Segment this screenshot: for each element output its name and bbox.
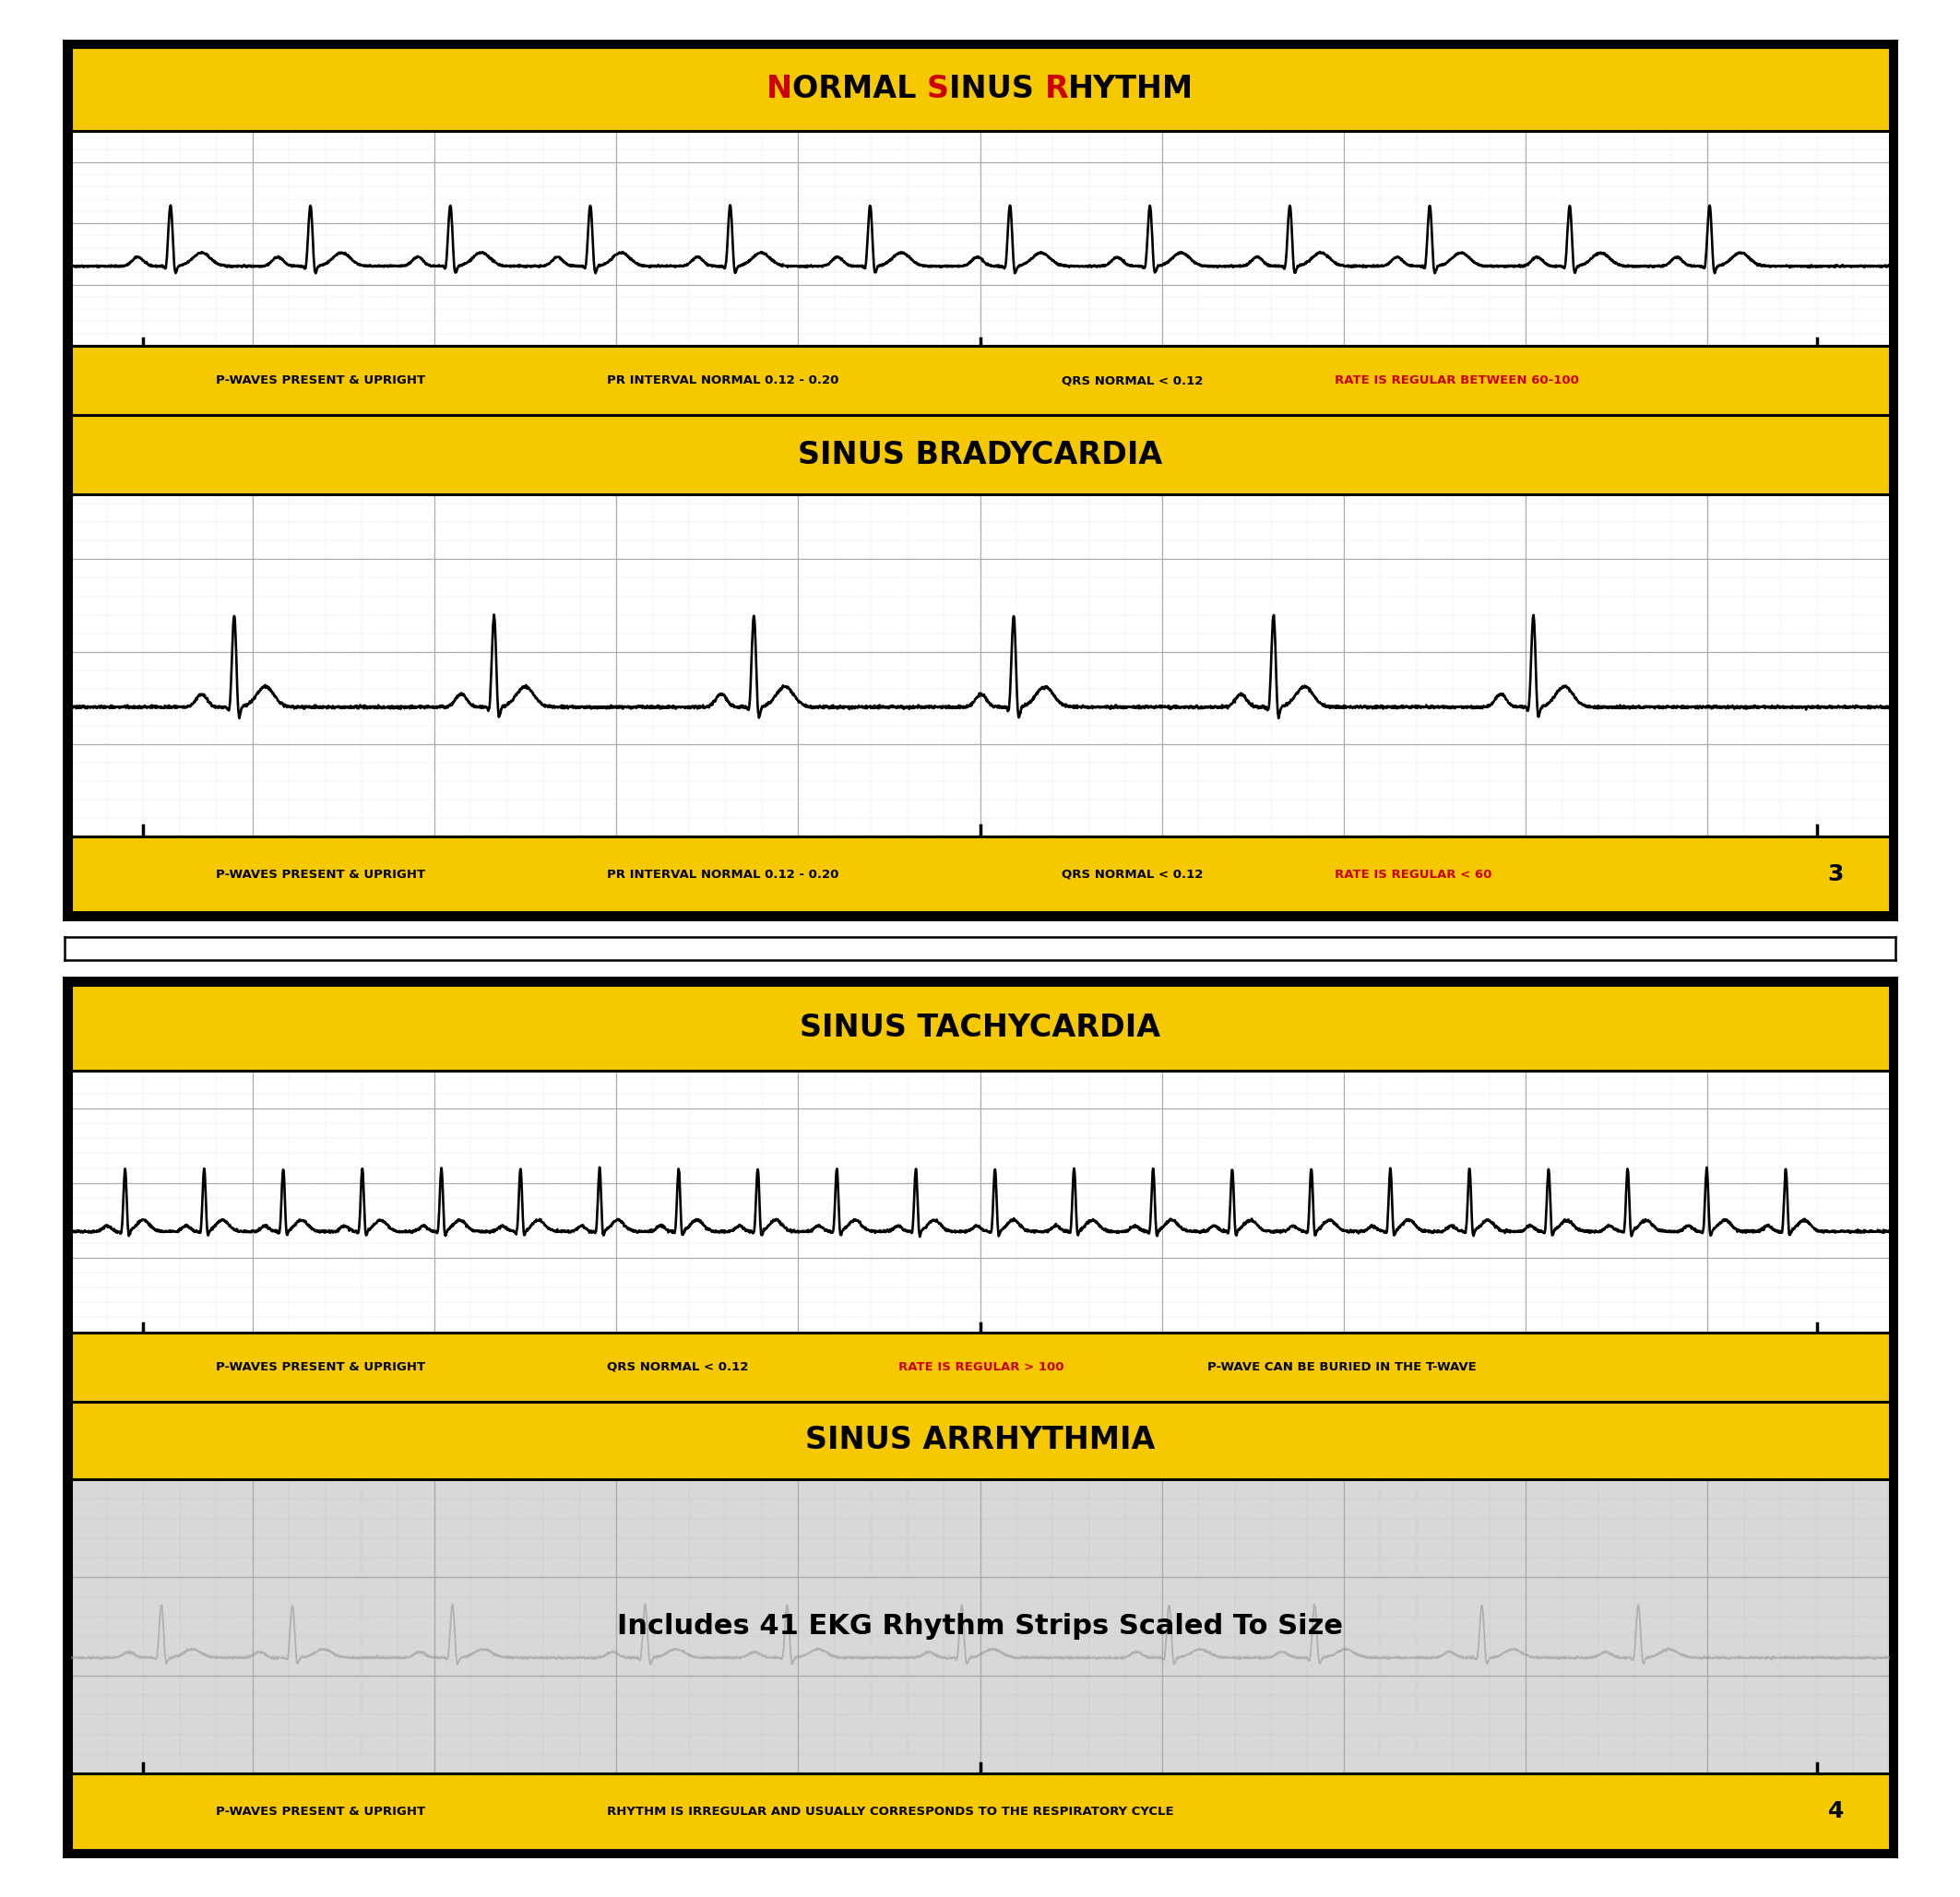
- Text: P-WAVES PRESENT & UPRIGHT: P-WAVES PRESENT & UPRIGHT: [216, 1806, 425, 1817]
- Text: R: R: [1045, 74, 1068, 104]
- Text: HYTHM: HYTHM: [1068, 74, 1194, 104]
- Text: SINUS BRADYCARDIA: SINUS BRADYCARDIA: [798, 440, 1162, 470]
- Text: 3: 3: [1829, 863, 1844, 886]
- Text: INUS: INUS: [949, 74, 1045, 104]
- Text: QRS NORMAL < 0.12: QRS NORMAL < 0.12: [1062, 374, 1203, 387]
- Text: PR INTERVAL NORMAL 0.12 - 0.20: PR INTERVAL NORMAL 0.12 - 0.20: [608, 869, 839, 880]
- Text: SINUS TACHYCARDIA: SINUS TACHYCARDIA: [800, 1013, 1160, 1043]
- Text: QRS NORMAL < 0.12: QRS NORMAL < 0.12: [1062, 869, 1203, 880]
- Text: RATE IS REGULAR < 60: RATE IS REGULAR < 60: [1335, 869, 1492, 880]
- Text: Includes 41 EKG Rhythm Strips Scaled To Size: Includes 41 EKG Rhythm Strips Scaled To …: [617, 1612, 1343, 1639]
- Text: P-WAVES PRESENT & UPRIGHT: P-WAVES PRESENT & UPRIGHT: [216, 1360, 425, 1373]
- Text: P-WAVES PRESENT & UPRIGHT: P-WAVES PRESENT & UPRIGHT: [216, 869, 425, 880]
- Text: N: N: [766, 74, 792, 104]
- Text: RHYTHM IS IRREGULAR AND USUALLY CORRESPONDS TO THE RESPIRATORY CYCLE: RHYTHM IS IRREGULAR AND USUALLY CORRESPO…: [608, 1806, 1174, 1817]
- Text: 4: 4: [1829, 1800, 1844, 1823]
- Text: P-WAVE CAN BE BURIED IN THE T-WAVE: P-WAVE CAN BE BURIED IN THE T-WAVE: [1207, 1360, 1476, 1373]
- Text: RATE IS REGULAR BETWEEN 60-100: RATE IS REGULAR BETWEEN 60-100: [1335, 374, 1580, 387]
- Text: QRS NORMAL < 0.12: QRS NORMAL < 0.12: [608, 1360, 749, 1373]
- Text: RATE IS REGULAR > 100: RATE IS REGULAR > 100: [898, 1360, 1064, 1373]
- Text: S: S: [927, 74, 949, 104]
- Text: ORMAL: ORMAL: [792, 74, 927, 104]
- Text: PR INTERVAL NORMAL 0.12 - 0.20: PR INTERVAL NORMAL 0.12 - 0.20: [608, 374, 839, 387]
- Text: SINUS ARRHYTHMIA: SINUS ARRHYTHMIA: [806, 1425, 1154, 1455]
- Text: P-WAVES PRESENT & UPRIGHT: P-WAVES PRESENT & UPRIGHT: [216, 374, 425, 387]
